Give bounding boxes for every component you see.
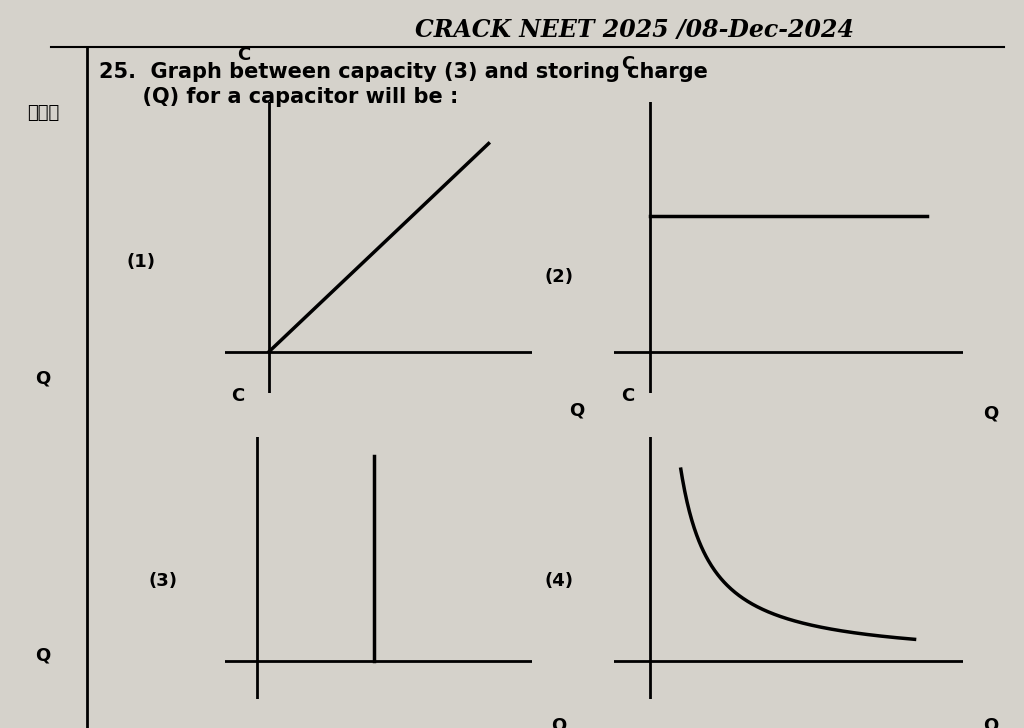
Text: Q: Q: [983, 405, 998, 422]
Text: 25.  Graph between capacity (3) and storing charge: 25. Graph between capacity (3) and stori…: [99, 62, 709, 82]
Text: C: C: [622, 55, 635, 73]
Text: Q: Q: [569, 402, 585, 419]
Text: (1): (1): [127, 253, 156, 271]
Text: (3): (3): [148, 572, 177, 590]
Text: Q: Q: [551, 716, 566, 728]
Text: C: C: [231, 387, 245, 405]
Text: (Q) for a capacitor will be :: (Q) for a capacitor will be :: [99, 87, 459, 107]
Text: (2): (2): [545, 268, 573, 285]
Text: बीच: बीच: [27, 104, 59, 122]
Text: Q: Q: [983, 716, 998, 728]
Text: (4): (4): [545, 572, 573, 590]
Text: C: C: [238, 46, 251, 64]
Text: Q: Q: [36, 370, 50, 387]
Text: C: C: [622, 387, 635, 405]
Text: Q: Q: [36, 646, 50, 664]
Text: CRACK NEET 2025 /08-Dec-2024: CRACK NEET 2025 /08-Dec-2024: [416, 18, 854, 42]
